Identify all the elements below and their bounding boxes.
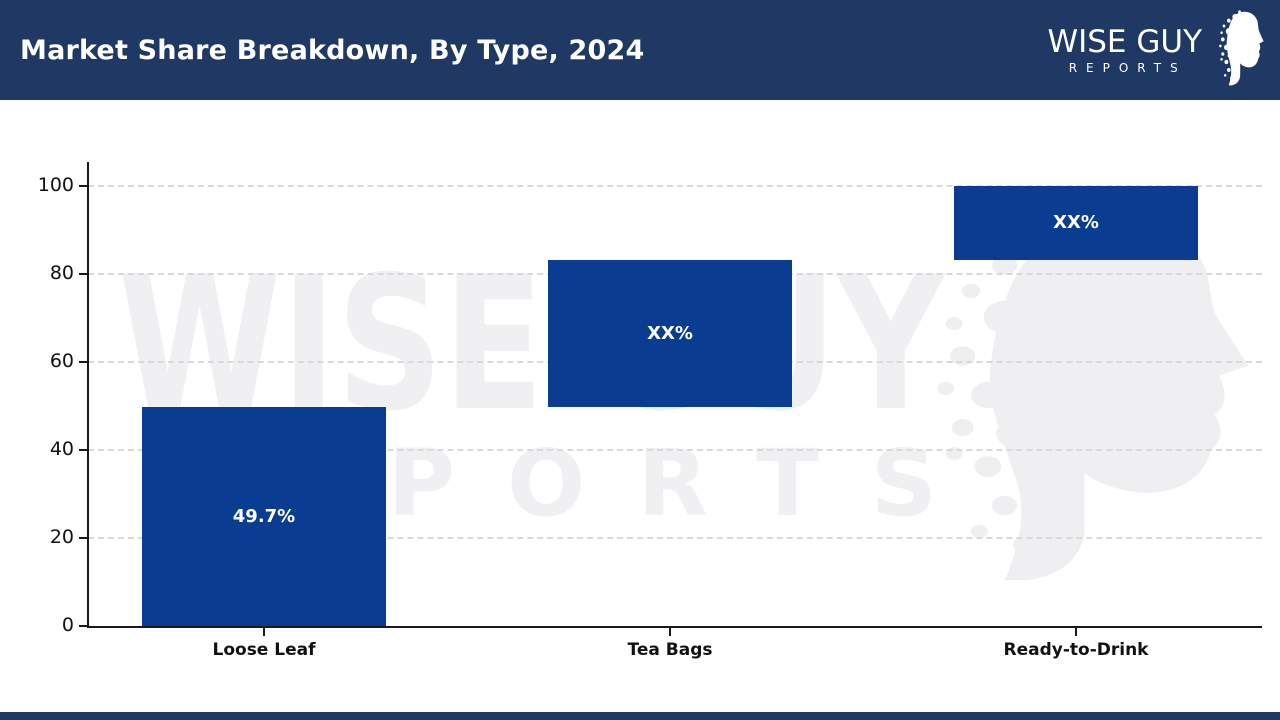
y-tick-mark-20 [79,537,87,539]
watermark-wiseguy-text: WISE GUY [118,236,945,452]
bar-value-label-tea-bags: XX% [647,323,693,345]
y-tick-mark-80 [79,273,87,275]
x-axis-line [87,626,1262,628]
y-tick-mark-60 [79,361,87,363]
footer-bar [0,712,1280,720]
y-tick-label-40: 40 [49,438,74,460]
y-tick-mark-0 [79,625,87,627]
logo-reports-label: REPORTS [1068,60,1187,75]
x-tick-label-loose-leaf: Loose Leaf [212,640,316,660]
bar-value-label-ready-to-drink: XX% [1053,212,1099,234]
x-tick-label-tea-bags: Tea Bags [627,640,713,660]
brand-logo: WISE GUY REPORTS [1047,6,1266,94]
y-tick-label-80: 80 [49,262,74,284]
logo-wiseguy-label: WISE GUY [1047,23,1202,60]
y-axis-line [87,162,89,626]
bar-ready-to-drink: XX% [954,186,1198,260]
y-tick-label-60: 60 [49,350,74,372]
y-tick-mark-100 [79,185,87,187]
bar-loose-leaf: 49.7% [142,407,386,626]
logo-head-icon [1206,10,1266,90]
bar-value-label-loose-leaf: 49.7% [232,506,296,528]
x-tick-mark-loose-leaf [263,628,265,636]
y-tick-label-20: 20 [49,526,74,548]
y-tick-label-0: 0 [61,614,74,636]
chart-title: Market Share Breakdown, By Type, 2024 [20,34,645,66]
y-tick-mark-40 [79,449,87,451]
x-tick-mark-tea-bags [669,628,671,636]
gridline-20 [88,537,1262,539]
brand-logo-text: WISE GUY REPORTS [1047,23,1202,75]
x-tick-mark-ready-to-drink [1075,628,1077,636]
bar-tea-bags: XX% [548,259,792,408]
y-tick-label-100: 100 [37,174,74,196]
gridline-100 [88,185,1262,187]
gridline-40 [88,449,1262,451]
x-tick-label-ready-to-drink: Ready-to-Drink [1003,640,1149,660]
header-bar: Market Share Breakdown, By Type, 2024 WI… [0,0,1280,100]
